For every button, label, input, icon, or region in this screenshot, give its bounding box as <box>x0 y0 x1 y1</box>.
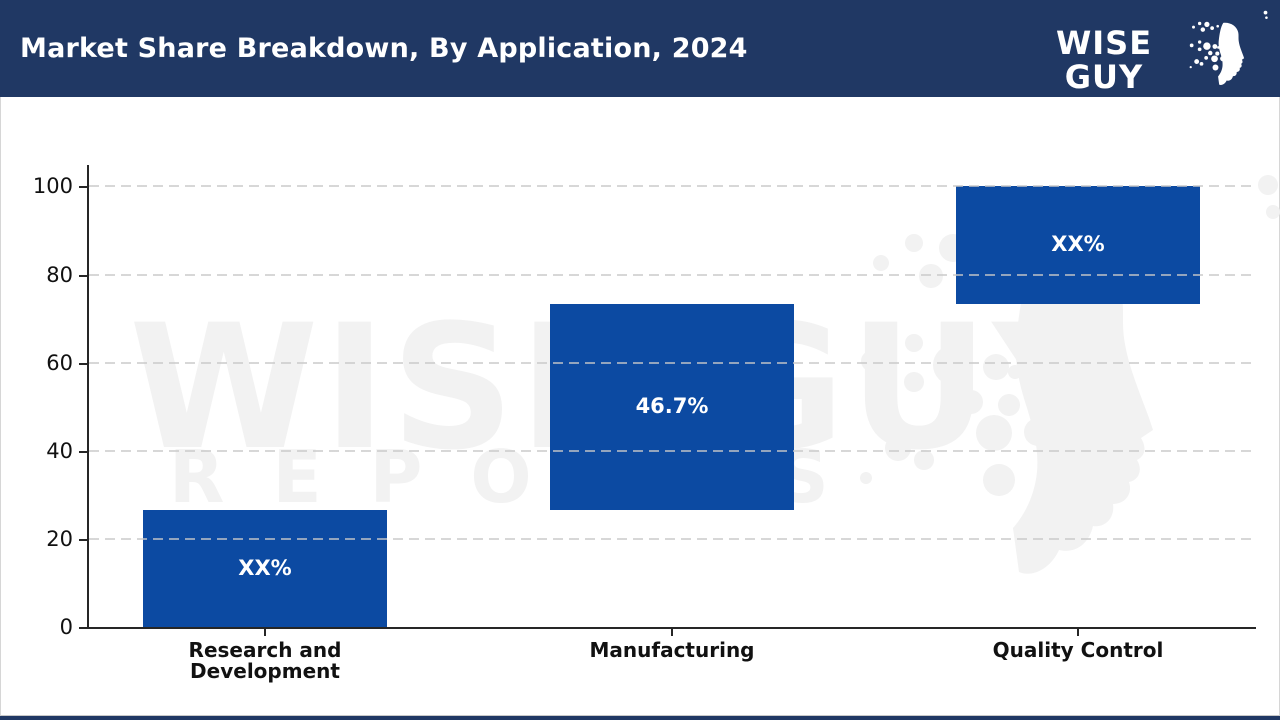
gridline <box>89 185 1254 188</box>
y-tick-label: 40 <box>46 438 73 463</box>
bar-manufacturing <box>550 304 794 511</box>
plot-area: 0 20 40 60 80 100 XX% 46.7% XX% Research and Deve… <box>33 165 1256 682</box>
category-label: Manufacturing <box>589 638 755 662</box>
y-tick-mark <box>79 538 87 541</box>
y-tick-mark <box>79 362 87 365</box>
header-bar: Market Share Breakdown, By Application, … <box>0 0 1280 113</box>
x-tick-mark <box>264 629 266 636</box>
logo-brand-name: WISE GUY <box>1055 24 1153 96</box>
y-tick-mark <box>79 627 87 629</box>
x-tick-mark <box>1077 629 1079 636</box>
y-tick-label: 0 <box>59 615 73 639</box>
logo-brand-subtitle: REPORTS <box>1045 98 1169 113</box>
y-tick-mark <box>79 274 87 277</box>
category-label: Quality Control <box>992 638 1164 662</box>
category-label: Research and Development <box>188 638 342 683</box>
bar-value-label: XX% <box>238 555 292 580</box>
gridline <box>89 273 1254 276</box>
y-axis-line <box>87 165 89 629</box>
wise-guy-reports-logo: WISE GUY REPORTS <box>1018 0 1268 113</box>
page-title: Market Share Breakdown, By Application, … <box>20 33 748 64</box>
footer-bar <box>0 716 1280 720</box>
bar-value-label: 46.7% <box>635 394 709 419</box>
logo-text: WISE GUY REPORTS <box>1018 26 1190 116</box>
y-tick-label: 80 <box>46 262 73 287</box>
bar-value-label: XX% <box>1051 232 1105 257</box>
x-tick-mark <box>671 629 673 636</box>
gridline <box>89 449 1254 452</box>
y-tick-mark <box>79 450 87 453</box>
logo-head-icon <box>1186 8 1268 88</box>
gridline <box>89 537 1254 540</box>
bar-research-and-development <box>143 510 387 627</box>
y-tick-label: 60 <box>46 350 73 375</box>
x-axis-line <box>85 627 1256 629</box>
y-tick-mark <box>79 186 87 189</box>
y-tick-label: 100 <box>32 174 73 199</box>
y-tick-label: 20 <box>46 526 73 551</box>
gridline <box>89 361 1254 364</box>
chart-area: WISE GUY REPORTS 0 20 40 60 80 100 XX% 46.7% XX%… <box>0 97 1280 716</box>
